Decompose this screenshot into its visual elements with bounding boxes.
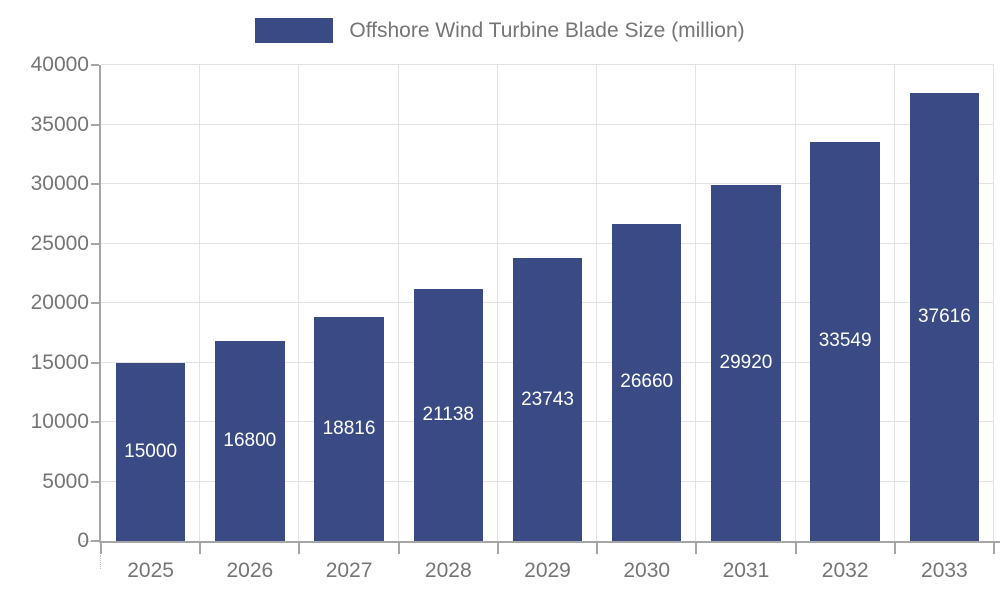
bar: 33549 bbox=[810, 141, 880, 541]
bar: 23743 bbox=[512, 258, 583, 541]
plot-area: 15000 16800 18816 21138 23743 26660 29920 33549… bbox=[83, 64, 1000, 569]
x-tick bbox=[100, 543, 102, 554]
y-tick bbox=[91, 64, 99, 66]
gridline-v bbox=[596, 65, 598, 541]
x-tick-label: 2033 bbox=[921, 559, 968, 582]
bar-value-label: 23743 bbox=[521, 388, 574, 410]
gridline-v bbox=[199, 65, 201, 541]
bar: 15000 bbox=[115, 362, 186, 541]
x-tick bbox=[695, 543, 698, 554]
x-tick bbox=[596, 543, 599, 554]
gridline-h bbox=[101, 242, 994, 244]
x-tick bbox=[794, 543, 797, 554]
y-axis-line bbox=[99, 65, 101, 541]
gridline-h bbox=[101, 183, 994, 184]
y-tick bbox=[91, 242, 99, 245]
gridline-v bbox=[298, 65, 300, 541]
gridline-v bbox=[397, 65, 399, 541]
bar-value-label: 33549 bbox=[818, 330, 872, 352]
y-tick bbox=[91, 183, 99, 185]
y-tick bbox=[91, 480, 99, 483]
bar-value-label: 21138 bbox=[422, 404, 474, 426]
y-tick-label: 30000 bbox=[30, 172, 89, 195]
y-tick-label: 5000 bbox=[42, 469, 89, 493]
legend-swatch bbox=[255, 18, 334, 43]
y-tick bbox=[91, 123, 99, 126]
gridline-v bbox=[893, 65, 895, 541]
bar: 26660 bbox=[611, 223, 682, 541]
gridline-v bbox=[496, 65, 498, 541]
bar-value-label: 15000 bbox=[124, 440, 178, 462]
x-tick-label: 2027 bbox=[325, 559, 373, 582]
x-tick bbox=[199, 543, 202, 554]
gridline-v bbox=[993, 65, 994, 541]
gridline-v bbox=[695, 65, 697, 541]
x-tick-label: 2030 bbox=[623, 559, 671, 582]
y-tick-label: 10000 bbox=[30, 410, 89, 433]
x-tick-label: 2025 bbox=[127, 559, 174, 582]
x-tick bbox=[397, 543, 400, 554]
x-tick bbox=[893, 543, 896, 554]
x-tick-label: 2026 bbox=[226, 559, 274, 582]
bar-value-label: 18816 bbox=[322, 418, 376, 440]
gridline-v bbox=[794, 65, 796, 541]
y-tick-label: 25000 bbox=[30, 231, 89, 255]
x-tick-label: 2029 bbox=[524, 559, 571, 582]
bar: 16800 bbox=[215, 341, 285, 541]
x-tick bbox=[993, 543, 995, 554]
y-tick bbox=[91, 540, 99, 542]
bar-value-label: 29920 bbox=[719, 351, 773, 373]
y-tick-label: 35000 bbox=[30, 112, 89, 136]
y-tick-label: 0 bbox=[77, 529, 89, 552]
x-tick-label: 2028 bbox=[424, 559, 472, 582]
bar: 21138 bbox=[413, 289, 483, 541]
x-tick-label: 2032 bbox=[821, 559, 869, 582]
x-tick-label: 2031 bbox=[722, 559, 770, 582]
bar: 29920 bbox=[711, 184, 781, 541]
y-tick-label: 20000 bbox=[30, 291, 89, 314]
bar-value-label: 16800 bbox=[223, 430, 277, 452]
gridline-h bbox=[101, 64, 994, 65]
bar-value-label: 37616 bbox=[917, 306, 971, 328]
bar: 18816 bbox=[314, 317, 384, 541]
legend-label: Offshore Wind Turbine Blade Size (millio… bbox=[349, 19, 745, 42]
x-axis-line bbox=[99, 541, 1000, 543]
origin-dotted-line bbox=[100, 555, 101, 569]
y-tick bbox=[91, 421, 99, 423]
bar: 37616 bbox=[909, 93, 980, 541]
bar-value-label: 26660 bbox=[620, 371, 674, 393]
y-tick bbox=[91, 361, 99, 364]
y-tick-label: 40000 bbox=[30, 53, 89, 76]
x-tick bbox=[496, 543, 499, 554]
y-tick-label: 15000 bbox=[30, 350, 89, 374]
legend: Offshore Wind Turbine Blade Size (millio… bbox=[0, 18, 1000, 43]
y-tick bbox=[91, 302, 99, 304]
x-tick bbox=[298, 543, 301, 554]
gridline-h bbox=[101, 123, 994, 125]
